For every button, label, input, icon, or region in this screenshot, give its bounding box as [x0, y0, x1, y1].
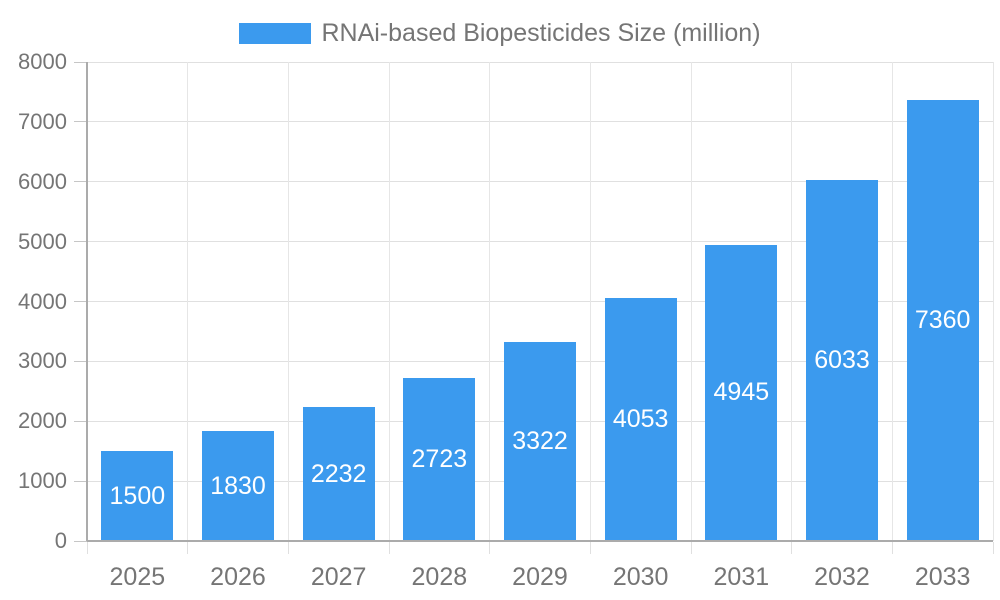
x-axis-label-2033: 2033	[914, 563, 971, 591]
y-gridline-5000	[87, 241, 993, 243]
y-gridline-4000	[87, 301, 993, 302]
bar-value-label-2028: 2723	[411, 444, 468, 473]
bar-value-label-2025: 1500	[109, 481, 166, 510]
x-axis-tick	[992, 542, 994, 554]
category-boundary-gridline	[992, 62, 994, 541]
bar-value-label-2026: 1830	[210, 471, 266, 500]
bar-2025: 1500	[101, 451, 174, 541]
x-axis-label-2026: 2026	[210, 563, 266, 591]
y-axis-label-1000: 1000	[18, 468, 67, 494]
bar-2028: 2723	[403, 377, 476, 541]
bar-value-label-2027: 2232	[310, 459, 367, 488]
y-axis-label-3000: 3000	[18, 348, 67, 374]
y-axis-tick-7000	[74, 121, 87, 123]
x-axis-tick	[589, 542, 591, 554]
y-axis-label-4000: 4000	[18, 288, 67, 314]
category-boundary-gridline	[388, 62, 390, 541]
legend-series-label: RNAi-based Biopesticides Size (million)	[321, 19, 761, 47]
x-axis-tick	[791, 542, 793, 554]
x-axis-label-2029: 2029	[512, 563, 568, 591]
y-axis-tick-0	[74, 540, 87, 542]
y-axis-tick-6000	[74, 181, 87, 183]
x-axis-tick	[891, 542, 893, 554]
bar-2029: 3322	[504, 342, 576, 541]
y-gridline-6000	[87, 181, 993, 183]
legend-swatch	[239, 23, 312, 44]
y-axis-label-2000: 2000	[18, 408, 67, 434]
y-axis-label-5000: 5000	[18, 228, 67, 254]
category-boundary-gridline	[791, 62, 793, 541]
y-axis-label-7000: 7000	[18, 108, 67, 134]
y-axis-tick-3000	[74, 360, 87, 362]
bar-value-label-2029: 3322	[512, 427, 568, 456]
plot-area: 0 1000 2000 3000 4000 5000 6000 7000 8000 2025 202…	[18, 49, 994, 591]
y-axis-tick-2000	[74, 420, 87, 422]
y-axis-tick-1000	[74, 480, 87, 482]
x-axis-label-2030: 2030	[612, 563, 669, 591]
bar-value-label-2032: 6033	[814, 345, 870, 374]
y-axis-tick-5000	[74, 241, 87, 243]
y-gridline-7000	[87, 121, 993, 123]
category-boundary-gridline	[589, 62, 591, 541]
bar-2026: 1830	[202, 431, 274, 541]
y-axis-label-0: 0	[54, 528, 67, 553]
x-axis-tick	[287, 542, 289, 554]
bar-value-label-2031: 4945	[713, 378, 770, 407]
x-axis-tick	[489, 542, 491, 554]
x-axis-label-2027: 2027	[310, 563, 367, 591]
chart-legend: RNAi-based Biopesticides Size (million)	[0, 19, 1000, 47]
y-axis-tick-4000	[74, 301, 87, 302]
y-axis-label-6000: 6000	[18, 168, 67, 194]
x-axis-label-2028: 2028	[411, 563, 468, 591]
x-axis-tick	[690, 542, 692, 554]
x-axis-line	[87, 540, 993, 542]
x-axis-label-2025: 2025	[109, 563, 166, 591]
category-boundary-gridline	[489, 62, 491, 541]
category-boundary-gridline	[891, 62, 893, 541]
bar-value-label-2033: 7360	[914, 306, 971, 335]
bar-2032: 6033	[806, 179, 878, 541]
y-gridline-8000	[87, 61, 993, 63]
category-boundary-gridline	[690, 62, 692, 541]
category-boundary-gridline	[287, 62, 289, 541]
bar-2031: 4945	[705, 244, 778, 541]
x-axis-label-2032: 2032	[814, 563, 870, 591]
x-axis-label-2031: 2031	[713, 563, 770, 591]
category-boundary-gridline	[187, 62, 189, 541]
bar-value-label-2030: 4053	[612, 405, 669, 434]
x-axis-tick	[86, 542, 88, 554]
y-axis-line	[86, 62, 88, 541]
bar-2030: 4053	[604, 298, 677, 541]
x-axis-tick	[187, 542, 189, 554]
y-axis-label-8000: 8000	[18, 49, 67, 74]
bar-2033: 7360	[906, 100, 979, 541]
x-axis-tick	[388, 542, 390, 554]
bar-2027: 2232	[302, 407, 375, 541]
y-axis-tick-8000	[74, 61, 87, 63]
